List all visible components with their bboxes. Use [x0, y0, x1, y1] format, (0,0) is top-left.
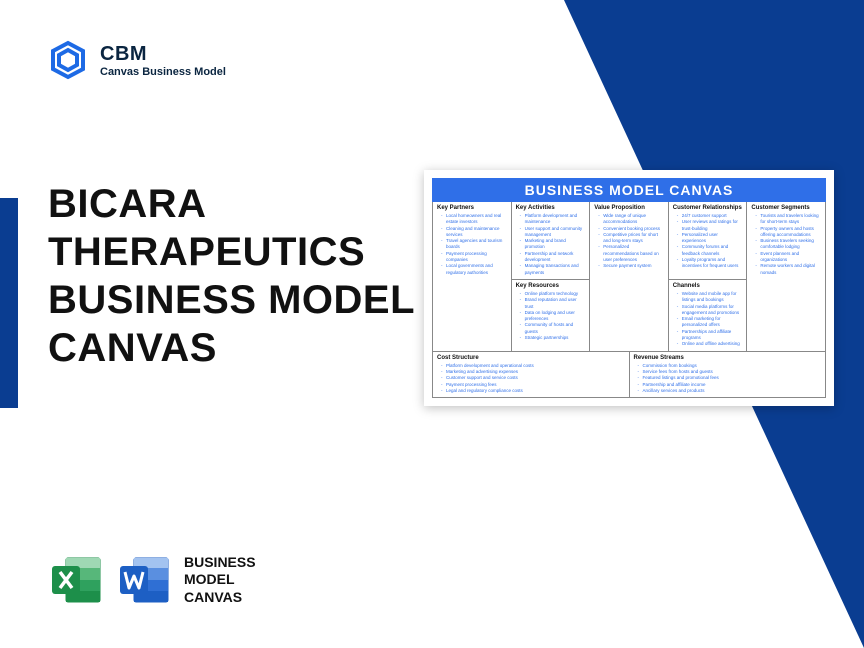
list-item: Email marketing for personalized offers [679, 316, 743, 329]
brand-full-name: Canvas Business Model [100, 66, 226, 78]
list-item: Legal and regulatory compliance costs [443, 388, 625, 394]
list-item: Partnerships and affiliate programs [679, 329, 743, 342]
list-item: Wide range of unique accommodations [600, 213, 664, 226]
list-item: Marketing and brand promotion [522, 238, 586, 251]
list-item: Local governments and regulatory authori… [443, 263, 507, 276]
page-title-block: BICARA THERAPEUTICS BUSINESS MODEL CANVA… [48, 180, 418, 372]
cell-value-proposition: Value Proposition Wide range of unique a… [590, 202, 669, 352]
canvas-title: BUSINESS MODEL CANVAS [432, 178, 826, 202]
excel-icon [48, 552, 104, 608]
list-key-resources: Online platform technologyBrand reputati… [516, 291, 586, 341]
canvas-card: BUSINESS MODEL CANVAS Key Partners Local… [424, 170, 834, 406]
list-item: Community of hosts and guests [522, 322, 586, 335]
list-key-activities: Platform development and maintenanceUser… [516, 213, 586, 276]
heading-key-activities: Key Activities [516, 205, 586, 211]
list-item: Cleaning and maintenance services [443, 226, 507, 239]
list-value-proposition: Wide range of unique accommodationsConve… [594, 213, 664, 270]
accent-bar [0, 198, 18, 408]
heading-revenue-streams: Revenue Streams [634, 355, 822, 361]
list-item: Community forums and feedback channels [679, 244, 743, 257]
heading-cost-structure: Cost Structure [437, 355, 625, 361]
cell-cost-structure: Cost Structure Platform development and … [433, 352, 630, 397]
cell-revenue-streams: Revenue Streams Commission from bookings… [630, 352, 827, 397]
list-key-partners: Local homeowners and real estate investo… [437, 213, 507, 276]
brand-text: CBM Canvas Business Model [100, 43, 226, 78]
list-item: Property owners and hosts offering accom… [757, 226, 821, 239]
list-channels: Website and mobile app for listings and … [673, 291, 743, 348]
list-item: Loyalty programs and incentives for freq… [679, 257, 743, 270]
list-item: Personalized recommendations based on us… [600, 244, 664, 263]
heading-key-partners: Key Partners [437, 205, 507, 211]
list-item: Website and mobile app for listings and … [679, 291, 743, 304]
list-cost-structure: Platform development and operational cos… [437, 363, 625, 394]
list-item: Travel agencies and tourism boards [443, 238, 507, 251]
list-item: Social media platforms for engagement an… [679, 304, 743, 317]
list-item: Online and offline advertising [679, 341, 743, 347]
heading-customer-segments: Customer Segments [751, 205, 821, 211]
footer-label: BUSINESS MODEL CANVAS [184, 554, 256, 607]
cell-key-partners: Key Partners Local homeowners and real e… [433, 202, 512, 352]
list-item: User support and community management [522, 226, 586, 239]
footer-label-l1: BUSINESS [184, 554, 256, 572]
list-customer-segments: Tourists and travelers looking for short… [751, 213, 821, 276]
cbm-logo-icon [48, 40, 88, 80]
list-item: Event planners and organizations [757, 251, 821, 264]
list-item: Local homeowners and real estate investo… [443, 213, 507, 226]
list-item: Competitive prices for short and long-te… [600, 232, 664, 245]
cell-channels: Channels Website and mobile app for list… [669, 280, 748, 352]
list-item: Managing transactions and payments [522, 263, 586, 276]
list-revenue-streams: Commission from bookingsService fees fro… [634, 363, 822, 394]
list-item: User reviews and ratings for trust-build… [679, 219, 743, 232]
heading-channels: Channels [673, 283, 743, 289]
list-item: Business travelers seeking comfortable l… [757, 238, 821, 251]
list-item: Remote workers and digital nomads [757, 263, 821, 276]
list-item: Ancillary services and products [640, 388, 822, 394]
list-item: Partnership and network development [522, 251, 586, 264]
brand-abbr: CBM [100, 43, 226, 66]
canvas-grid: Key Partners Local homeowners and real e… [432, 202, 826, 352]
word-icon [116, 552, 172, 608]
list-item: Platform development and maintenance [522, 213, 586, 226]
list-item: Strategic partnerships [522, 335, 586, 341]
list-item: Tourists and travelers looking for short… [757, 213, 821, 226]
footer-label-l3: CANVAS [184, 589, 256, 607]
cell-customer-segments: Customer Segments Tourists and travelers… [747, 202, 826, 352]
heading-value-proposition: Value Proposition [594, 205, 664, 211]
list-item: Payment processing companies [443, 251, 507, 264]
heading-key-resources: Key Resources [516, 283, 586, 289]
list-item: Brand reputation and user trust [522, 297, 586, 310]
list-item: Secure payment system [600, 263, 664, 269]
cell-key-activities: Key Activities Platform development and … [512, 202, 591, 280]
cell-customer-relationships: Customer Relationships 24/7 customer sup… [669, 202, 748, 280]
canvas-bottom-row: Cost Structure Platform development and … [432, 352, 826, 398]
footer-icons: BUSINESS MODEL CANVAS [48, 552, 256, 608]
footer-label-l2: MODEL [184, 571, 256, 589]
heading-customer-relationships: Customer Relationships [673, 205, 743, 211]
list-item: Data on lodging and user preferences [522, 310, 586, 323]
cell-key-resources: Key Resources Online platform technology… [512, 280, 591, 352]
page-title: BICARA THERAPEUTICS BUSINESS MODEL CANVA… [48, 180, 418, 372]
list-customer-relationships: 24/7 customer supportUser reviews and ra… [673, 213, 743, 270]
list-item: Personalized user experiences [679, 232, 743, 245]
brand-header: CBM Canvas Business Model [48, 40, 226, 80]
